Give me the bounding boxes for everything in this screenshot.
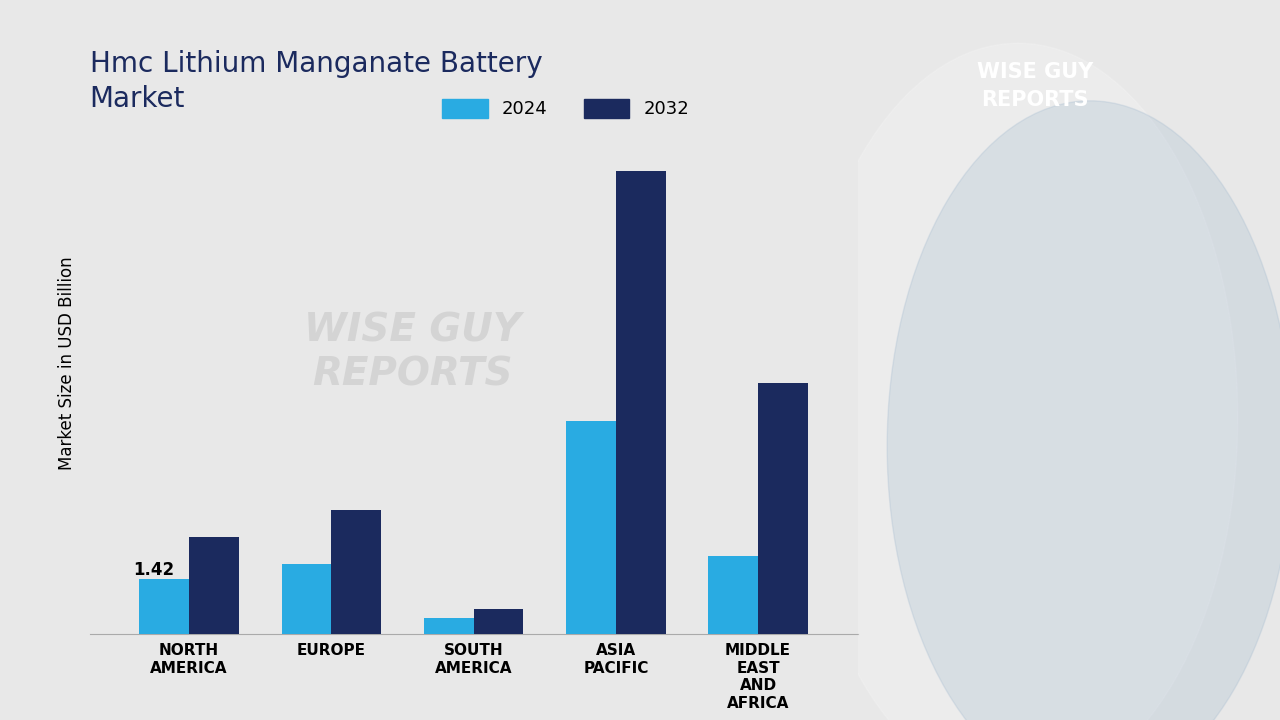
Bar	[708, 557, 758, 634]
Text: Hmc Lithium Manganate Battery
Market: Hmc Lithium Manganate Battery Market	[90, 50, 543, 113]
Y-axis label: Market Size in USD Billion: Market Size in USD Billion	[58, 257, 76, 470]
Bar	[140, 579, 189, 634]
Bar	[282, 564, 332, 634]
Circle shape	[799, 43, 1238, 720]
Bar	[474, 608, 524, 634]
Bar	[758, 383, 808, 634]
Bar	[189, 537, 239, 634]
Text: WISE GUY
REPORTS: WISE GUY REPORTS	[977, 63, 1093, 110]
Bar	[424, 618, 474, 634]
Bar	[616, 171, 666, 634]
Bar	[332, 510, 381, 634]
Circle shape	[887, 101, 1280, 720]
Text: WISE GUY
REPORTS: WISE GUY REPORTS	[303, 312, 521, 394]
Legend: 2024, 2032: 2024, 2032	[435, 92, 696, 125]
Text: 1.42: 1.42	[133, 561, 174, 579]
Bar	[566, 421, 616, 634]
